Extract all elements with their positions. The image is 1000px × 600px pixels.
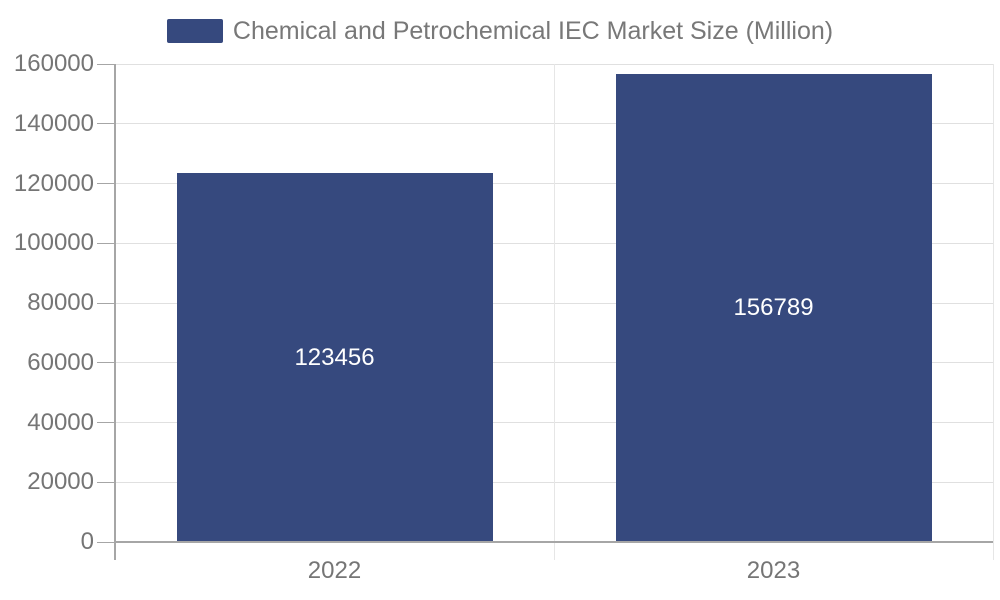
y-axis-label: 160000	[13, 50, 94, 77]
y-axis-tick	[97, 302, 115, 304]
y-axis-label: 100000	[13, 229, 94, 257]
x-split-line	[992, 64, 994, 560]
legend-swatch	[166, 19, 223, 43]
x-axis-line	[115, 541, 993, 543]
y-axis-label: 0	[80, 528, 94, 555]
y-axis-tick	[97, 242, 115, 244]
y-axis-tick	[97, 541, 115, 543]
x-axis-label: 2022	[307, 557, 362, 584]
y-axis-label: 20000	[27, 468, 94, 496]
y-axis-tick	[97, 481, 115, 483]
y-axis-tick	[97, 123, 115, 125]
y-axis-label: 140000	[13, 109, 94, 137]
x-split-line	[553, 64, 555, 560]
bar-2022[interactable]	[176, 173, 493, 542]
y-axis-tick	[97, 362, 115, 364]
y-axis-tick	[97, 183, 115, 184]
bar-value-label: 123456	[294, 343, 375, 371]
y-axis-label: 40000	[27, 408, 94, 436]
y-axis-tick	[97, 422, 115, 423]
legend-label: Chemical and Petrochemical IEC Market Si…	[232, 17, 834, 45]
bar-2023[interactable]	[615, 73, 932, 542]
y-axis-line	[114, 64, 116, 560]
y-axis-tick	[97, 63, 115, 65]
y-axis-label: 120000	[13, 169, 94, 197]
x-axis-label: 2023	[746, 557, 801, 584]
bar-value-label: 156789	[733, 293, 814, 321]
legend[interactable]: Chemical and Petrochemical IEC Market Si…	[0, 16, 1000, 46]
y-axis-label: 80000	[27, 289, 94, 316]
y-axis-label: 60000	[27, 348, 94, 376]
